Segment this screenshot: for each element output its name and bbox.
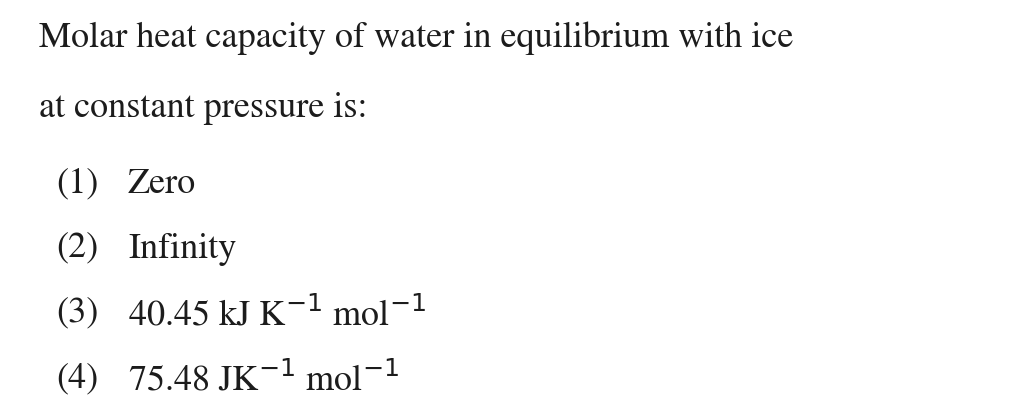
Text: Zero: Zero [128, 168, 197, 201]
Text: (2): (2) [56, 233, 98, 266]
Text: 75.48 JK$^{-1}$ mol$^{-1}$: 75.48 JK$^{-1}$ mol$^{-1}$ [128, 362, 399, 398]
Text: Molar heat capacity of water in equilibrium with ice: Molar heat capacity of water in equilibr… [39, 21, 794, 54]
Text: (1): (1) [56, 168, 98, 201]
Text: Infinity: Infinity [128, 233, 237, 266]
Text: 40.45 kJ K$^{-1}$ mol$^{-1}$: 40.45 kJ K$^{-1}$ mol$^{-1}$ [128, 297, 426, 334]
Text: (3): (3) [56, 297, 98, 331]
Text: (4): (4) [56, 362, 98, 396]
Text: at constant pressure is:: at constant pressure is: [39, 92, 368, 125]
